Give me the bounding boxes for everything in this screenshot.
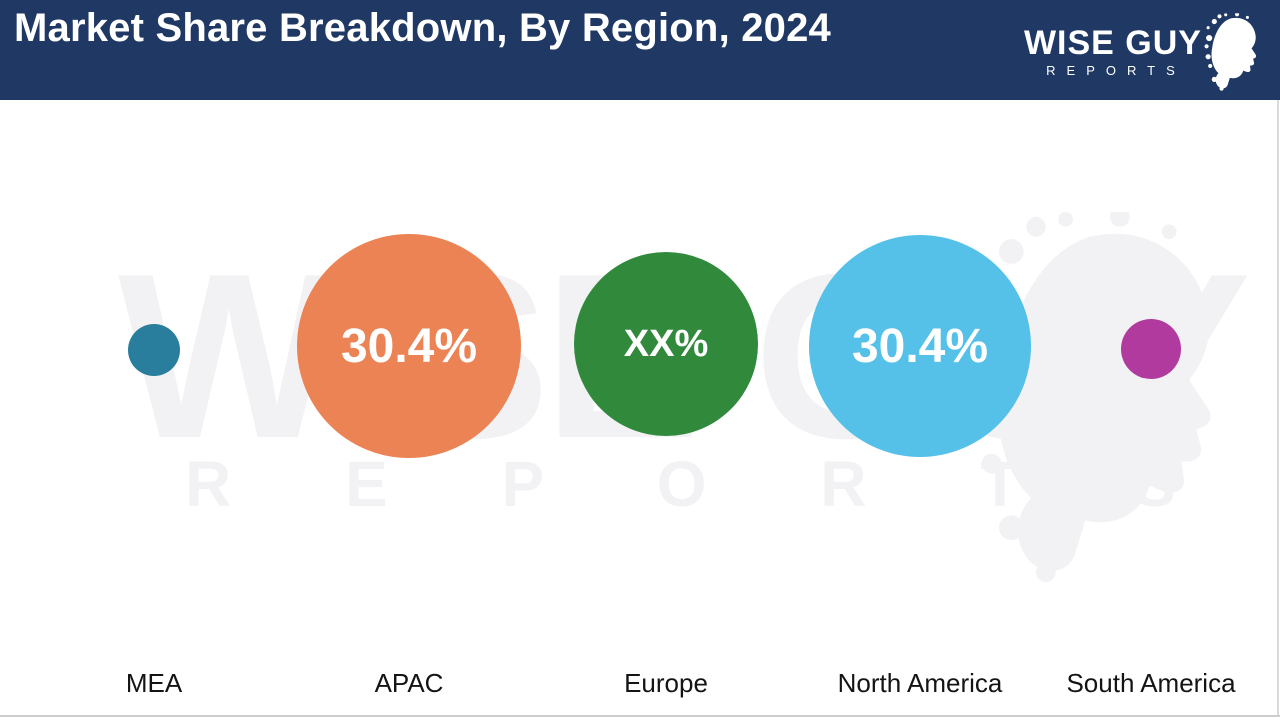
bubble-north-america: 30.4% (809, 235, 1031, 457)
category-label-mea: MEA (125, 668, 183, 698)
brand-subtitle: REPORTS (1046, 63, 1186, 79)
bubble-mea (128, 324, 180, 376)
brand-logo: WISE GUY REPORTS (1024, 12, 1266, 92)
category-label-europe: Europe (624, 668, 708, 698)
bubble-europe: XX% (574, 252, 758, 436)
category-label-apac: APAC (374, 668, 444, 698)
brand-logo-text: WISE GUY REPORTS (1023, 23, 1202, 79)
brand-name: WISE GUY (1023, 23, 1202, 62)
head-profile-icon (1204, 11, 1266, 93)
category-label-south-america: South America (1066, 668, 1236, 698)
header-bar: Market Share Breakdown, By Region, 2024 … (0, 0, 1280, 100)
chart-area: WISE GUY R E P O R T S 30.4%XX%30.4% MEA… (0, 100, 1280, 720)
bubble-south-america (1121, 319, 1181, 379)
page-title: Market Share Breakdown, By Region, 2024 (14, 6, 831, 50)
bubble-apac: 30.4% (297, 234, 521, 458)
chart-right-border (1277, 100, 1279, 717)
chart-bottom-border (0, 715, 1280, 717)
category-label-north-america: North America (837, 668, 1003, 698)
